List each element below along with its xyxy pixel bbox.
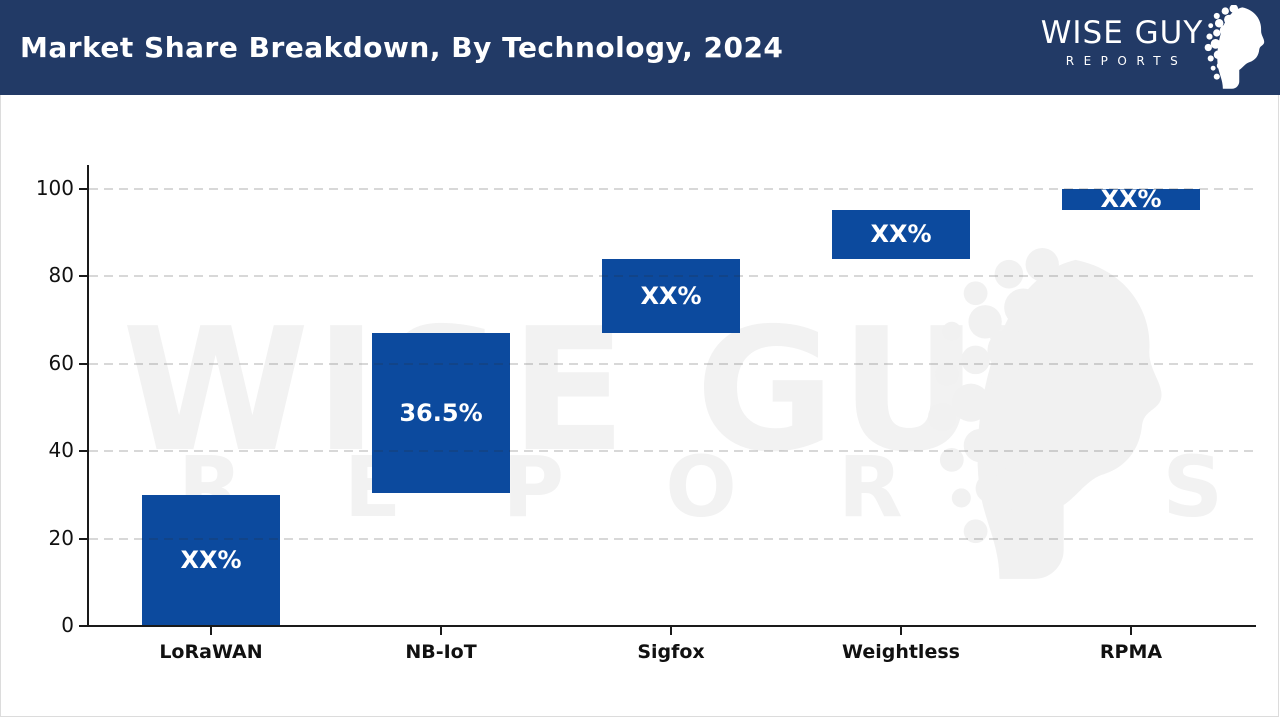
bar-value-label: XX% — [180, 546, 242, 575]
x-category-label: NB-IoT — [405, 641, 477, 663]
y-axis-tick — [79, 362, 88, 365]
x-category-label: Sigfox — [637, 641, 705, 663]
x-axis-tick — [670, 627, 672, 635]
bar-nb-iot: 36.5% — [372, 332, 510, 493]
bar-weightless: XX% — [832, 210, 970, 259]
gridline — [89, 450, 1256, 452]
watermark-face-image — [928, 248, 1162, 579]
y-axis-tick — [79, 625, 88, 627]
y-tick-label: 80 — [48, 263, 74, 287]
header-banner: Market Share Breakdown, By Technology, 2… — [0, 0, 1280, 95]
x-category-label: Weightless — [842, 641, 960, 663]
gridline — [89, 275, 1256, 277]
logo-reports-text: REPORTS — [1065, 54, 1188, 68]
content-frame — [0, 95, 1279, 717]
bar-rpma: XX% — [1062, 185, 1200, 213]
gridline — [89, 362, 1256, 365]
y-axis-tick — [79, 450, 88, 452]
y-axis-line — [87, 165, 89, 627]
x-axis-tick — [440, 627, 442, 635]
x-axis-line — [86, 625, 1256, 627]
gridline — [89, 187, 1256, 190]
y-tick-label: 60 — [48, 350, 74, 375]
y-tick-label: 20 — [48, 525, 74, 550]
x-axis-tick — [900, 627, 902, 635]
x-category-label: LoRaWAN — [159, 641, 263, 663]
bar-value-label: XX% — [1100, 185, 1162, 214]
wiseguy-face-icon — [1204, 5, 1265, 89]
x-axis-tick — [1130, 627, 1132, 635]
wiseguy-logo: WISE GUY REPORTS — [1036, 15, 1208, 68]
bar-value-label: 36.5% — [399, 398, 483, 427]
x-axis-tick — [210, 627, 212, 635]
y-axis-tick — [79, 537, 88, 540]
bar-value-label: XX% — [640, 281, 702, 310]
y-tick-label: 0 — [61, 613, 74, 637]
gridline — [89, 537, 1256, 540]
y-tick-label: 100 — [35, 175, 74, 200]
x-category-label: RPMA — [1099, 641, 1163, 663]
bar-value-label: XX% — [870, 220, 932, 249]
y-axis-tick — [79, 275, 88, 277]
y-axis-tick — [79, 187, 88, 190]
page-title: Market Share Breakdown, By Technology, 2… — [20, 31, 784, 64]
bar-lorawan: XX% — [142, 494, 280, 626]
y-tick-label: 40 — [48, 438, 74, 462]
logo-wiseguy-text: WISE GUY — [1040, 15, 1204, 51]
bar-sigfox: XX% — [602, 258, 740, 333]
